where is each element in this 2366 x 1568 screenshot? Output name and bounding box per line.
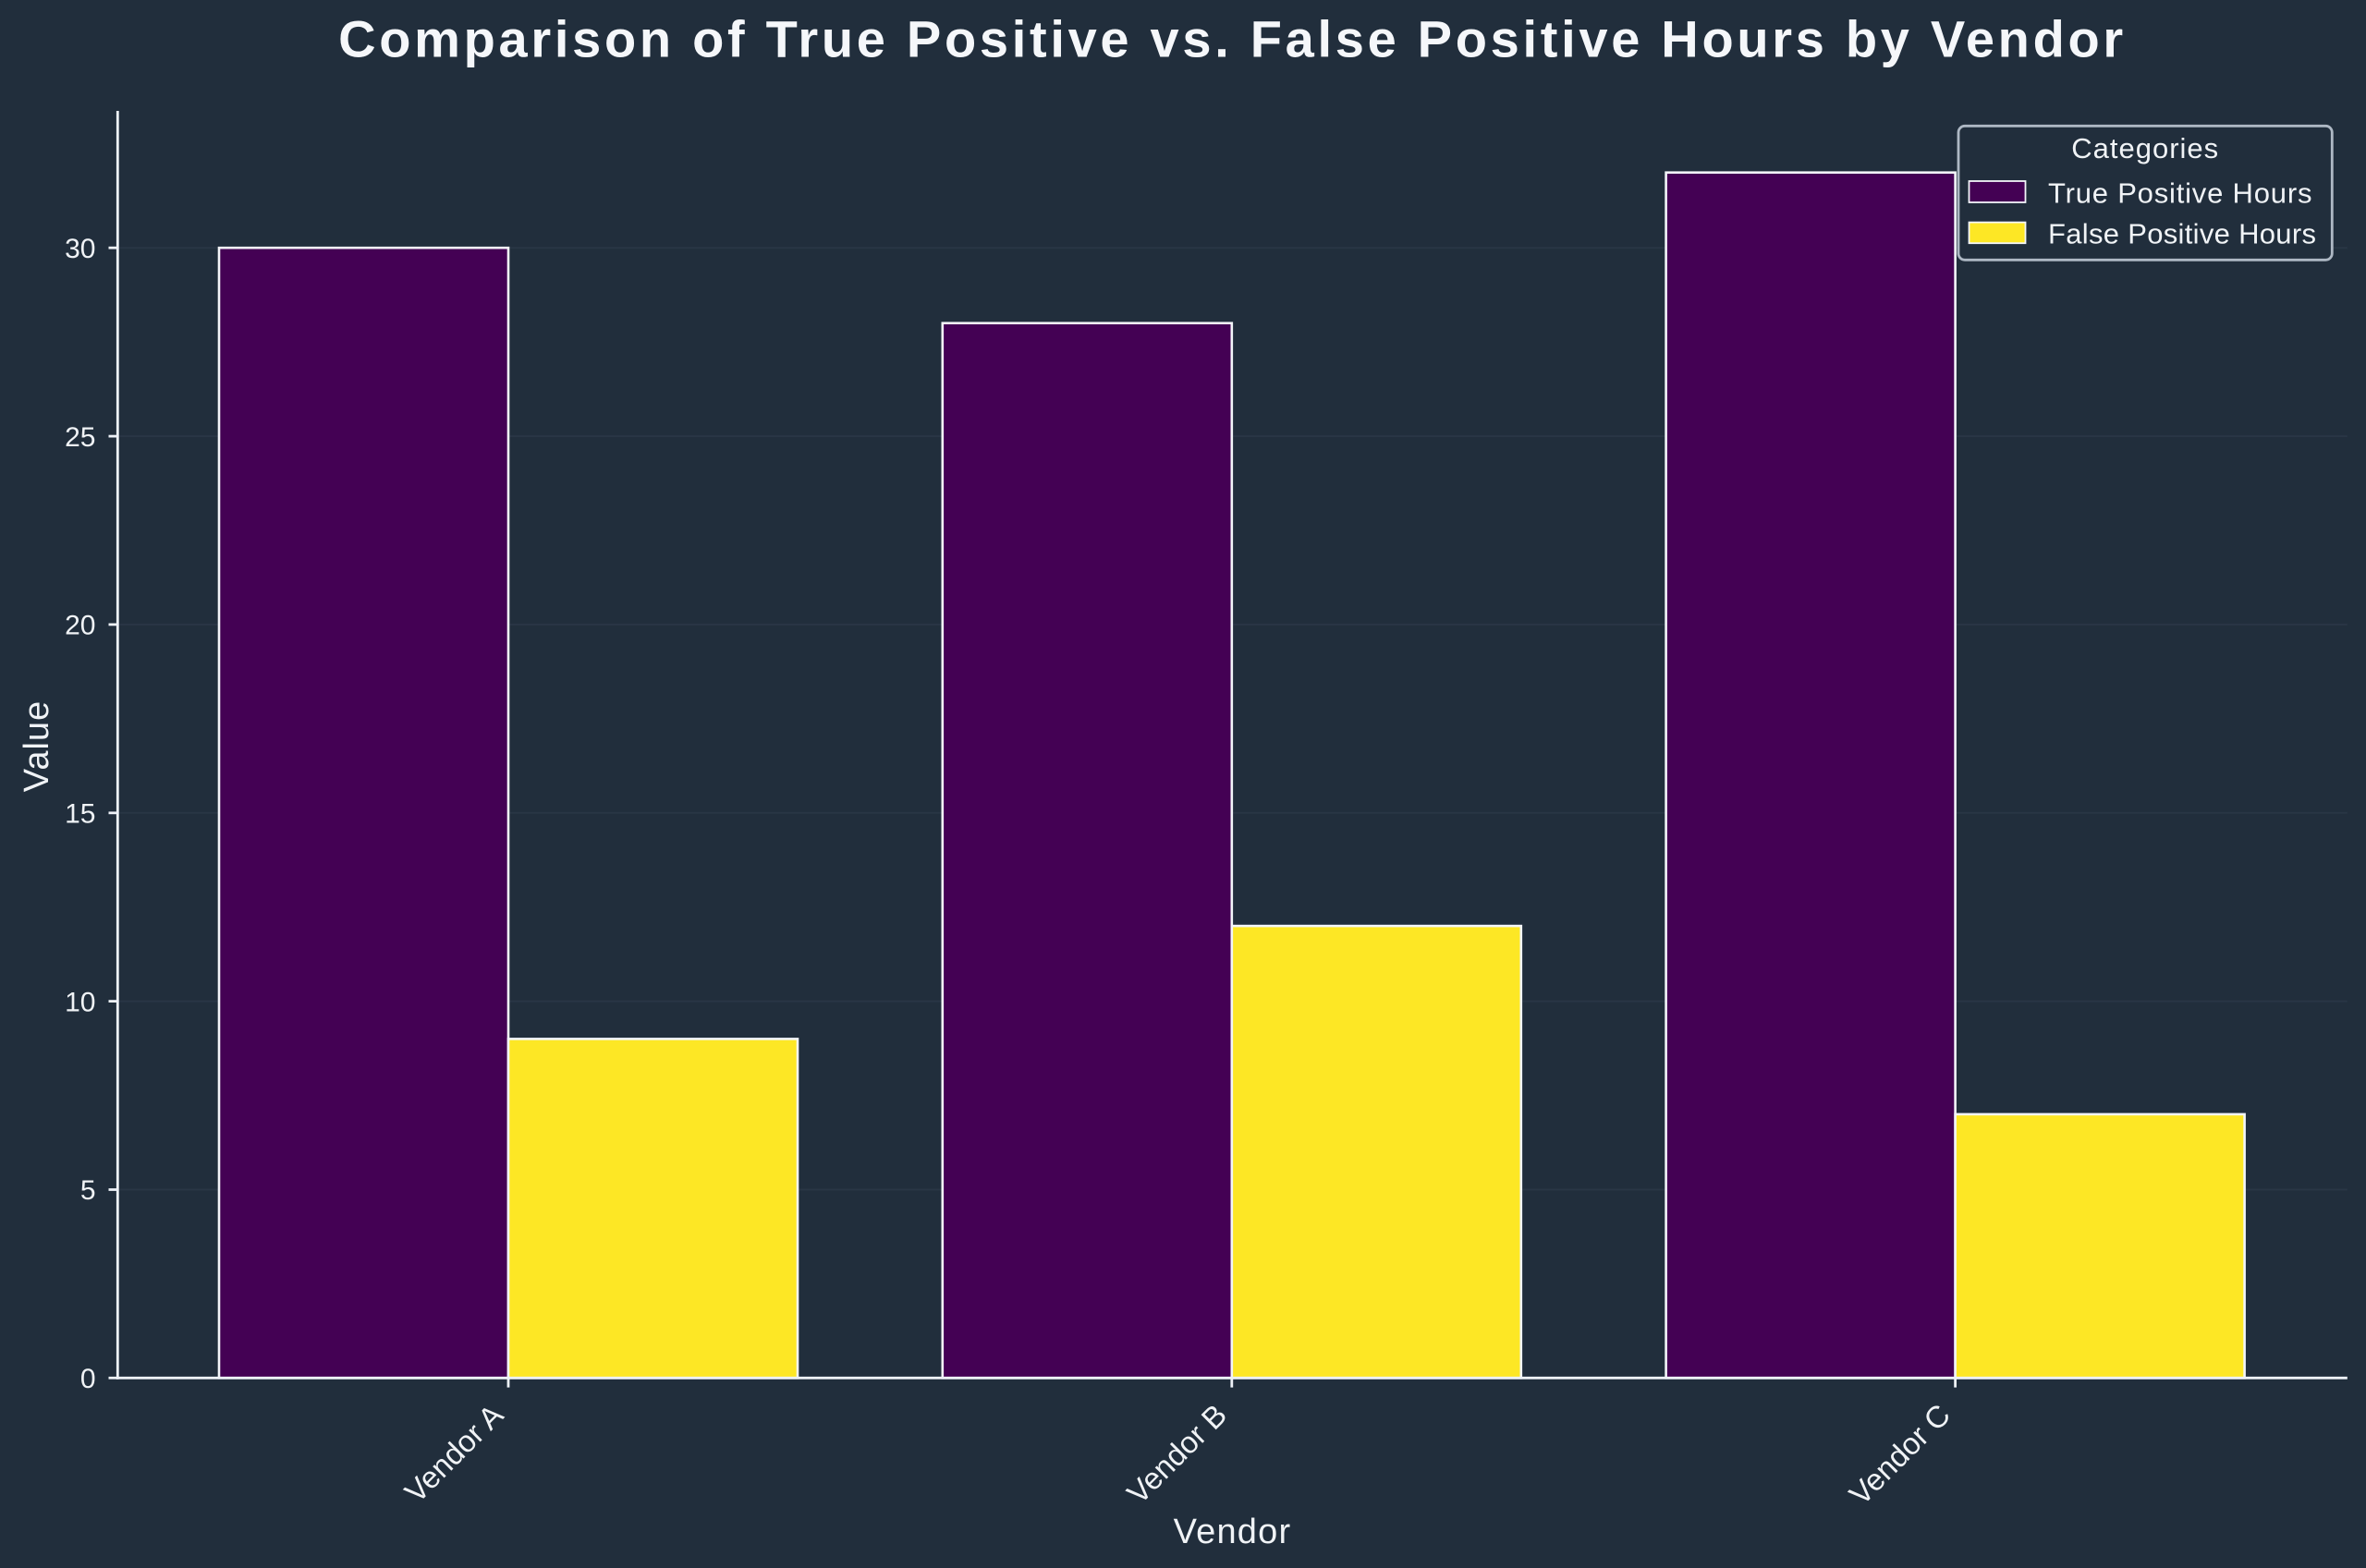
svg-text:Comparison of True Positive vs: Comparison of True Positive vs. False Po… bbox=[338, 10, 2127, 68]
svg-text:True Positive Hours: True Positive Hours bbox=[2048, 177, 2312, 210]
svg-text:Categories: Categories bbox=[2071, 132, 2219, 164]
svg-text:10: 10 bbox=[65, 987, 95, 1017]
svg-text:Value: Value bbox=[18, 700, 56, 792]
svg-text:False Positive Hours: False Positive Hours bbox=[2048, 218, 2316, 250]
svg-text:15: 15 bbox=[65, 799, 95, 830]
svg-text:20: 20 bbox=[65, 611, 95, 641]
svg-text:30: 30 bbox=[65, 234, 95, 264]
svg-text:0: 0 bbox=[80, 1364, 96, 1394]
svg-text:25: 25 bbox=[65, 422, 95, 453]
svg-text:Vendor: Vendor bbox=[1174, 1513, 1292, 1551]
svg-text:5: 5 bbox=[80, 1175, 96, 1206]
